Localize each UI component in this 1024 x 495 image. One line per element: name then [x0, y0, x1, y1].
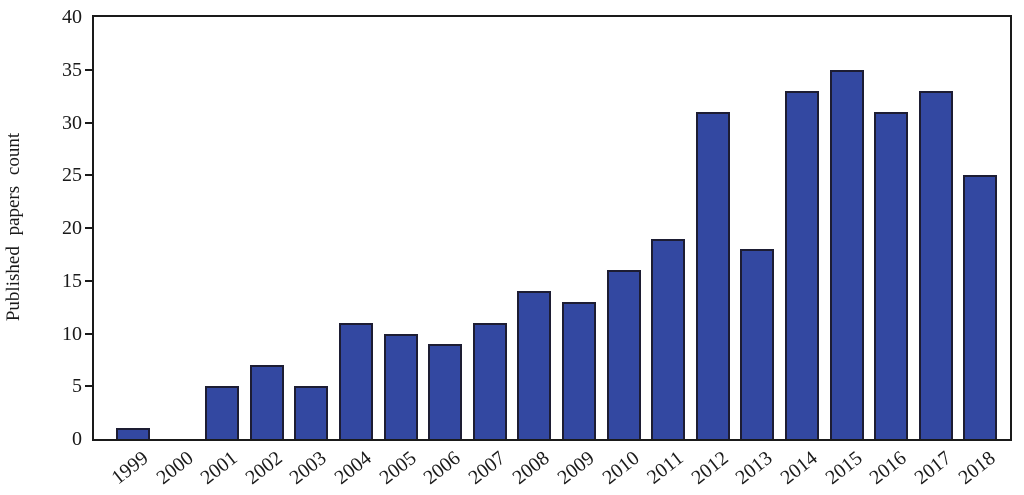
y-tick-mark-20	[85, 227, 92, 229]
x-tick-label-2013: 2013	[731, 447, 777, 489]
x-tick-label-2003: 2003	[285, 447, 331, 489]
y-tick-mark-10	[85, 332, 92, 335]
bar-1999	[116, 428, 150, 439]
bar-2017	[918, 90, 953, 439]
x-tick-label-2014: 2014	[776, 447, 822, 489]
x-tick-label-2012: 2012	[687, 447, 733, 489]
bar-2013	[740, 249, 775, 439]
bar-2011	[651, 238, 686, 439]
bar-2016	[874, 111, 909, 439]
bar-2015	[829, 69, 864, 439]
bar-2001	[205, 386, 240, 439]
x-tick-label-2009: 2009	[553, 447, 599, 489]
y-tick-label-40: 40	[62, 6, 82, 28]
x-tick-label-2010: 2010	[598, 447, 644, 489]
bar-2014	[785, 90, 819, 439]
bar-2012	[695, 111, 730, 439]
y-tick-label-35: 35	[62, 58, 82, 81]
y-tick-label-0: 0	[72, 428, 82, 450]
x-tick-label-2006: 2006	[419, 447, 465, 489]
bar-2006	[428, 344, 463, 439]
x-tick-label-2015: 2015	[821, 447, 867, 489]
bar-2010	[606, 270, 641, 439]
x-tick-label-2000: 2000	[152, 447, 198, 489]
y-tick-label-10: 10	[62, 322, 82, 345]
x-tick-label-2008: 2008	[508, 447, 554, 489]
y-tick-mark-15	[85, 279, 92, 282]
y-tick-label-15: 15	[62, 269, 82, 292]
y-tick-label-25: 25	[62, 164, 82, 187]
x-tick-label-2017: 2017	[910, 447, 956, 489]
bar-2003	[294, 386, 329, 439]
plot-area	[92, 15, 1012, 441]
y-tick-label-5: 5	[72, 375, 82, 398]
bar-2009	[562, 301, 596, 439]
bar-2005	[383, 333, 418, 439]
y-tick-mark-5	[85, 385, 92, 388]
x-tick-label-2004: 2004	[330, 447, 376, 489]
y-tick-mark-30	[85, 121, 92, 124]
x-tick-label-2001: 2001	[196, 447, 242, 489]
bar-2008	[517, 291, 552, 439]
x-tick-label-2005: 2005	[375, 447, 421, 489]
y-tick-mark-35	[85, 68, 92, 71]
y-tick-mark-25	[85, 174, 92, 177]
x-tick-label-2002: 2002	[241, 447, 287, 489]
bar-2002	[249, 365, 284, 439]
x-tick-label-2016: 2016	[865, 447, 911, 489]
x-tick-label-1999: 1999	[107, 447, 153, 489]
y-tick-label-20: 20	[62, 217, 82, 239]
bar-2007	[472, 322, 507, 439]
bar-2004	[339, 322, 373, 439]
x-tick-label-2018: 2018	[954, 447, 1000, 489]
x-tick-label-2011: 2011	[643, 447, 688, 489]
bar-2018	[963, 175, 998, 439]
y-tick-label-30: 30	[62, 111, 82, 134]
x-tick-label-2007: 2007	[464, 447, 510, 489]
